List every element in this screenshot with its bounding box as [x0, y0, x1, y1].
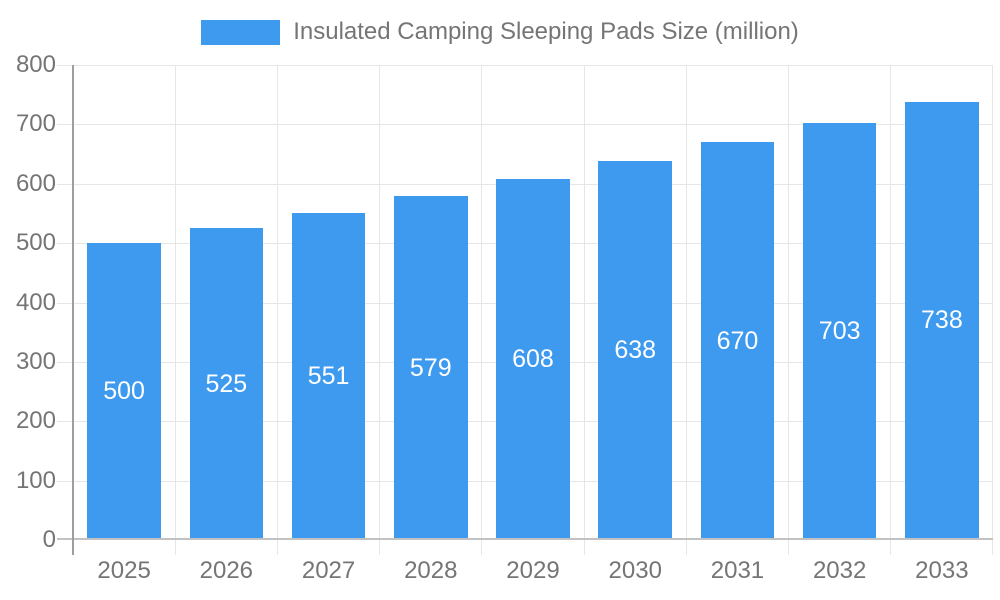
bar-value-label-2028: 579: [409, 353, 452, 382]
bar-2033[interactable]: 738: [905, 101, 979, 540]
bar-2029[interactable]: 608: [496, 179, 570, 540]
bar-2031[interactable]: 670: [700, 142, 775, 540]
y-axis-label-400: 400: [15, 288, 56, 316]
bar-value-label-2026: 525: [205, 369, 248, 398]
y-axis-label-100: 100: [15, 466, 56, 494]
plot-area: 0 100 200 300 400 500 600 700 800 500 2025 525 2026 5…: [16, 51, 993, 584]
gridline-x-boundary-8: [890, 65, 892, 555]
bar-value-label-2032: 703: [818, 316, 861, 345]
bar-2027[interactable]: 551: [291, 212, 366, 540]
bar-2028[interactable]: 579: [393, 196, 468, 540]
legend[interactable]: Insulated Camping Sleeping Pads Size (mi…: [0, 18, 1000, 46]
legend-label: Insulated Camping Sleeping Pads Size (mi…: [293, 18, 799, 45]
y-axis-label-600: 600: [15, 169, 56, 197]
x-axis-label-2031: 2031: [710, 557, 765, 584]
legend-swatch: [201, 19, 281, 45]
gridline-x-boundary-6: [685, 65, 687, 555]
gridline-y-800: [57, 65, 993, 66]
y-axis-label-200: 200: [15, 407, 56, 435]
y-axis-label-700: 700: [15, 110, 56, 138]
bar-value-label-2031: 670: [716, 326, 759, 355]
gridline-x-boundary-3: [379, 65, 381, 555]
gridline-x-boundary-1: [174, 65, 176, 555]
y-axis-label-0: 0: [42, 526, 56, 553]
x-axis-label-2025: 2025: [97, 557, 151, 584]
x-axis-label-2028: 2028: [404, 557, 458, 584]
gridline-x-boundary-4: [481, 65, 483, 555]
bar-value-label-2027: 551: [307, 361, 350, 390]
bar-2025[interactable]: 500: [87, 243, 161, 540]
bar-value-label-2029: 608: [512, 345, 554, 373]
x-axis-label-2033: 2033: [915, 557, 969, 584]
gridline-x-boundary-2: [276, 65, 278, 555]
y-axis-line: [72, 65, 74, 555]
gridline-x-boundary-9: [992, 65, 993, 555]
x-axis-label-2027: 2027: [301, 557, 356, 584]
bar-value-label-2033: 738: [921, 306, 963, 335]
bar-2026[interactable]: 525: [189, 228, 264, 540]
y-axis-label-500: 500: [15, 229, 56, 257]
x-axis-label-2026: 2026: [199, 557, 254, 584]
gridline-x-boundary-7: [788, 65, 790, 555]
y-axis-label-800: 800: [15, 51, 56, 78]
gridline-y-0: [57, 538, 993, 540]
x-axis-label-2032: 2032: [812, 557, 867, 584]
bar-2032[interactable]: 703: [802, 122, 877, 540]
x-axis-label-2029: 2029: [506, 557, 560, 584]
bar-2030[interactable]: 638: [598, 161, 673, 540]
bar-value-label-2030: 638: [614, 336, 657, 365]
gridline-y-700: [57, 124, 993, 126]
gridline-x-boundary-5: [583, 65, 585, 555]
x-axis-label-2030: 2030: [608, 557, 662, 584]
bar-value-label-2025: 500: [103, 377, 145, 406]
y-axis-label-300: 300: [15, 347, 56, 375]
